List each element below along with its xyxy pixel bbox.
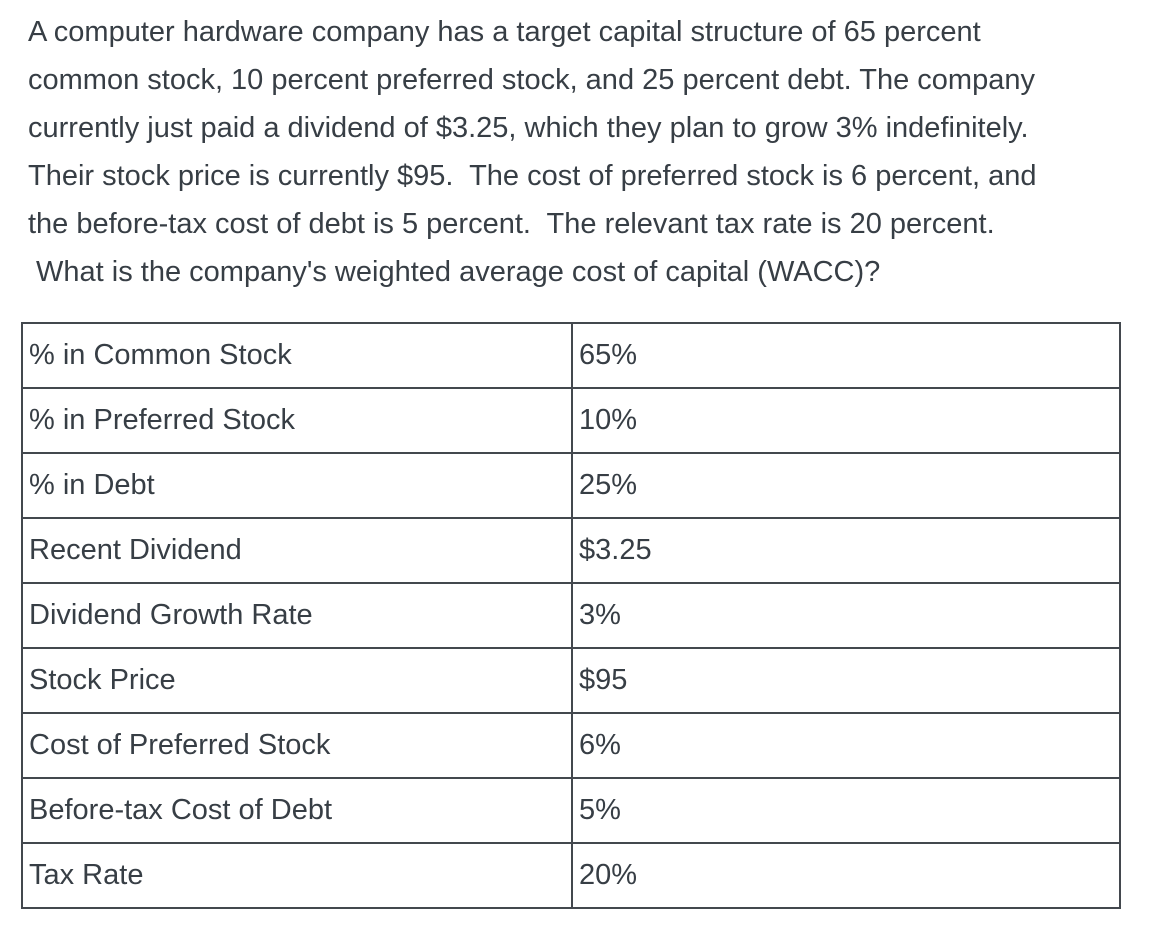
facts-table-body: % in Common Stock 65% % in Preferred Sto… — [21, 322, 1121, 909]
question-text-line: common stock, 10 percent preferred stock… — [28, 64, 1035, 96]
row-label-cell: Cost of Preferred Stock — [21, 712, 573, 779]
row-label-cell: Tax Rate — [21, 842, 573, 909]
row-label-cell: % in Preferred Stock — [21, 387, 573, 454]
row-value-cell: $3.25 — [571, 517, 1121, 584]
row-value-cell: $95 — [571, 647, 1121, 714]
question-text-line: the before-tax cost of debt is 5 percent… — [28, 208, 995, 240]
row-label-cell: % in Common Stock — [21, 322, 573, 389]
row-value-cell: 3% — [571, 582, 1121, 649]
row-label-cell: Recent Dividend — [21, 517, 573, 584]
question-text-line: currently just paid a dividend of $3.25,… — [28, 112, 1029, 144]
row-value-cell: 10% — [571, 387, 1121, 454]
table-row: Before-tax Cost of Debt 5% — [21, 777, 1121, 844]
table-row: Stock Price $95 — [21, 647, 1121, 714]
table-row: % in Preferred Stock 10% — [21, 387, 1121, 454]
facts-table: % in Common Stock 65% % in Preferred Sto… — [21, 322, 1121, 909]
table-row: Recent Dividend $3.25 — [21, 517, 1121, 584]
question-text-line: What is the company's weighted average c… — [28, 256, 881, 288]
row-value-cell: 20% — [571, 842, 1121, 909]
question-text: A computer hardware company has a target… — [0, 0, 1156, 296]
table-row: Tax Rate 20% — [21, 842, 1121, 909]
row-value-cell: 6% — [571, 712, 1121, 779]
table-row: Cost of Preferred Stock 6% — [21, 712, 1121, 779]
table-row: % in Common Stock 65% — [21, 322, 1121, 389]
row-label-cell: Stock Price — [21, 647, 573, 714]
row-value-cell: 5% — [571, 777, 1121, 844]
question-text-line: A computer hardware company has a target… — [28, 16, 981, 48]
row-value-cell: 65% — [571, 322, 1121, 389]
table-row: Dividend Growth Rate 3% — [21, 582, 1121, 649]
row-value-cell: 25% — [571, 452, 1121, 519]
row-label-cell: % in Debt — [21, 452, 573, 519]
row-label-cell: Dividend Growth Rate — [21, 582, 573, 649]
row-label-cell: Before-tax Cost of Debt — [21, 777, 573, 844]
table-row: % in Debt 25% — [21, 452, 1121, 519]
question-text-line: Their stock price is currently $95. The … — [28, 160, 1037, 192]
